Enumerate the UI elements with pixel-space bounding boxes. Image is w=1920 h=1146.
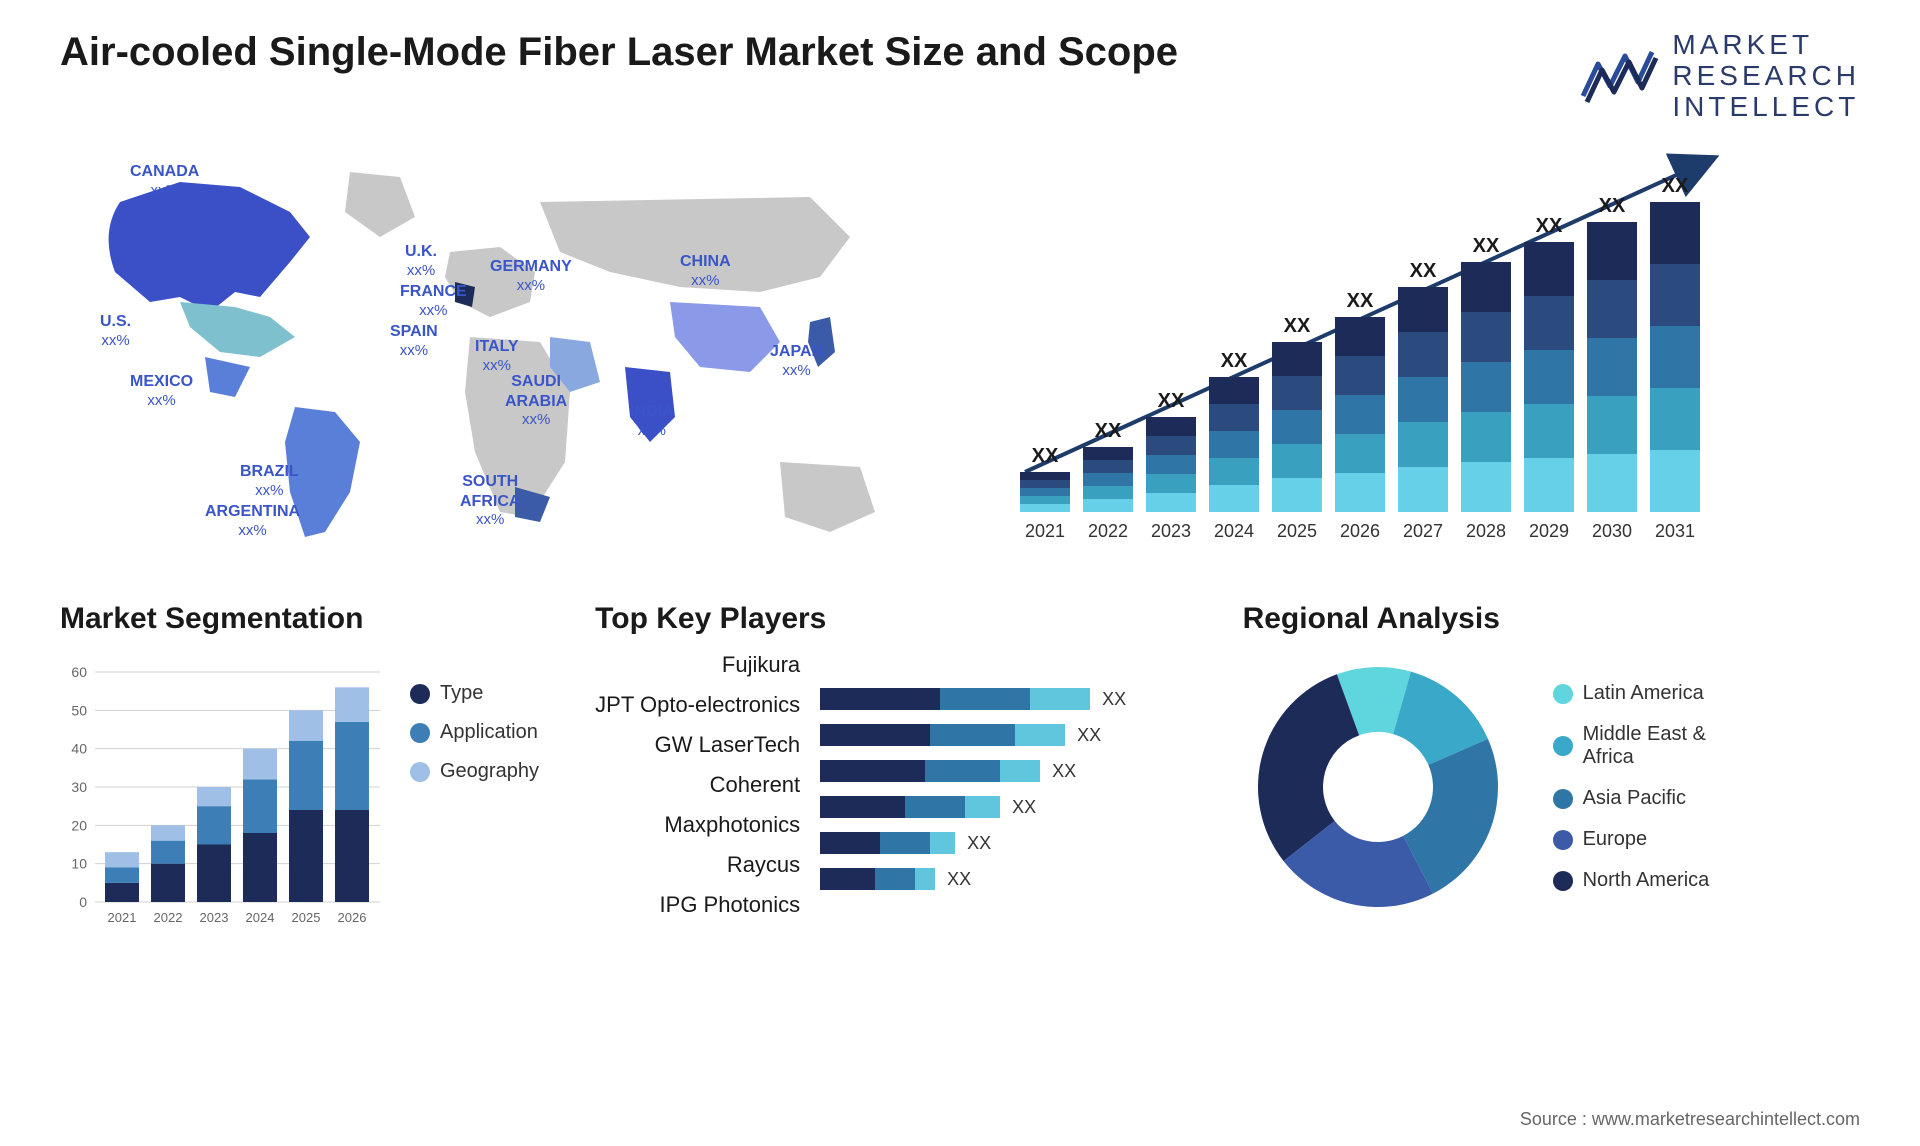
svg-text:2024: 2024 [246,910,275,925]
svg-text:0: 0 [79,894,87,910]
svg-text:2025: 2025 [1277,521,1317,541]
svg-text:2024: 2024 [1214,521,1254,541]
country-label: SPAINxx% [390,322,438,359]
country-label: INDIAxx% [630,402,674,439]
svg-text:2030: 2030 [1592,521,1632,541]
players-bars: XX XX XX XX XX XX [820,652,1212,918]
page-title: Air-cooled Single-Mode Fiber Laser Marke… [60,30,1178,75]
svg-text:2028: 2028 [1466,521,1506,541]
legend-item: Middle East &Africa [1553,723,1710,769]
svg-text:XX: XX [1221,350,1248,372]
svg-text:2021: 2021 [1025,521,1065,541]
legend-item: Geography [410,760,539,783]
world-map: CANADAxx% U.S.xx% MEXICOxx% BRAZILxx%ARGENT… [60,142,950,562]
svg-text:2026: 2026 [1340,521,1380,541]
player-bar-row: XX [820,688,1212,710]
market-size-chart: XX 2021 XX 2022 XX 2023 XX 2024 XX 2025 XX 2026 XX 20… [990,142,1860,562]
svg-text:40: 40 [71,741,87,757]
source-text: Source : www.marketresearchintellect.com [1520,1109,1860,1130]
segmentation-legend: Type Application Geography [410,682,539,783]
svg-text:XX: XX [1599,195,1626,217]
country-label: JAPANxx% [770,342,823,379]
svg-text:XX: XX [1095,420,1122,442]
country-label: ITALYxx% [475,337,519,374]
svg-text:XX: XX [1473,235,1500,257]
country-label: GERMANYxx% [490,257,572,294]
player-name: Fujikura [595,652,800,678]
segmentation-title: Market Segmentation [60,602,565,636]
player-bar-row: XX [820,796,1212,818]
svg-text:2023: 2023 [1151,521,1191,541]
player-name: GW LaserTech [595,732,800,758]
player-name: Coherent [595,772,800,798]
svg-text:2025: 2025 [292,910,321,925]
key-players-title: Top Key Players [595,602,1212,636]
legend-item: Type [410,682,539,705]
svg-text:2022: 2022 [1088,521,1128,541]
svg-text:10: 10 [71,856,87,872]
country-label: CHINAxx% [680,252,731,289]
player-bar-row: XX [820,760,1212,782]
svg-text:2031: 2031 [1655,521,1695,541]
svg-text:2023: 2023 [200,910,229,925]
country-label: U.K.xx% [405,242,437,279]
country-label: ARGENTINAxx% [205,502,300,539]
logo-line2: RESEARCH [1672,61,1860,92]
svg-text:50: 50 [71,703,87,719]
svg-text:20: 20 [71,818,87,834]
regional-title: Regional Analysis [1243,602,1860,636]
regional-donut-chart [1243,652,1513,922]
player-bar-row: XX [820,724,1212,746]
logo-line1: MARKET [1672,30,1860,61]
segmentation-panel: Market Segmentation 0 10 20 30 40 50 60 2021 202… [60,602,565,932]
player-name: IPG Photonics [595,892,800,918]
svg-text:30: 30 [71,779,87,795]
player-name: JPT Opto-electronics [595,692,800,718]
svg-text:2029: 2029 [1529,521,1569,541]
logo-line3: INTELLECT [1672,92,1860,123]
svg-text:XX: XX [1158,390,1185,412]
logo: MARKET RESEARCH INTELLECT [1580,30,1860,122]
regional-legend: Latin America Middle East &Africa Asia Pac… [1553,682,1710,892]
svg-text:2027: 2027 [1403,521,1443,541]
svg-text:2021: 2021 [108,910,137,925]
legend-item: Application [410,721,539,744]
svg-text:XX: XX [1410,260,1437,282]
regional-panel: Regional Analysis Latin America Middle Ea… [1243,602,1860,922]
legend-item: Asia Pacific [1553,787,1710,810]
legend-item: North America [1553,869,1710,892]
country-label: CANADAxx% [130,162,199,199]
svg-text:XX: XX [1662,175,1689,197]
svg-text:2022: 2022 [154,910,183,925]
svg-text:XX: XX [1284,315,1311,337]
player-name: Maxphotonics [595,812,800,838]
country-label: MEXICOxx% [130,372,193,409]
country-label: BRAZILxx% [240,462,299,499]
svg-text:XX: XX [1032,445,1059,467]
player-name: Raycus [595,852,800,878]
country-label: SOUTHAFRICAxx% [460,472,520,528]
svg-text:XX: XX [1347,290,1374,312]
legend-item: Latin America [1553,682,1710,705]
logo-icon [1580,46,1660,106]
key-players-panel: Top Key Players Fujikura JPT Opto-electro… [595,602,1212,918]
country-label: SAUDIARABIAxx% [505,372,567,428]
svg-text:2026: 2026 [338,910,367,925]
players-list: Fujikura JPT Opto-electronics GW LaserTech… [595,652,800,918]
segmentation-chart: 0 10 20 30 40 50 60 2021 2022 2023 2024 2025 2026 [60,652,390,932]
country-label: U.S.xx% [100,312,131,349]
svg-text:XX: XX [1536,215,1563,237]
country-label: FRANCExx% [400,282,467,319]
svg-text:60: 60 [71,664,87,680]
legend-item: Europe [1553,828,1710,851]
player-bar-row: XX [820,868,1212,890]
player-bar-row: XX [820,832,1212,854]
